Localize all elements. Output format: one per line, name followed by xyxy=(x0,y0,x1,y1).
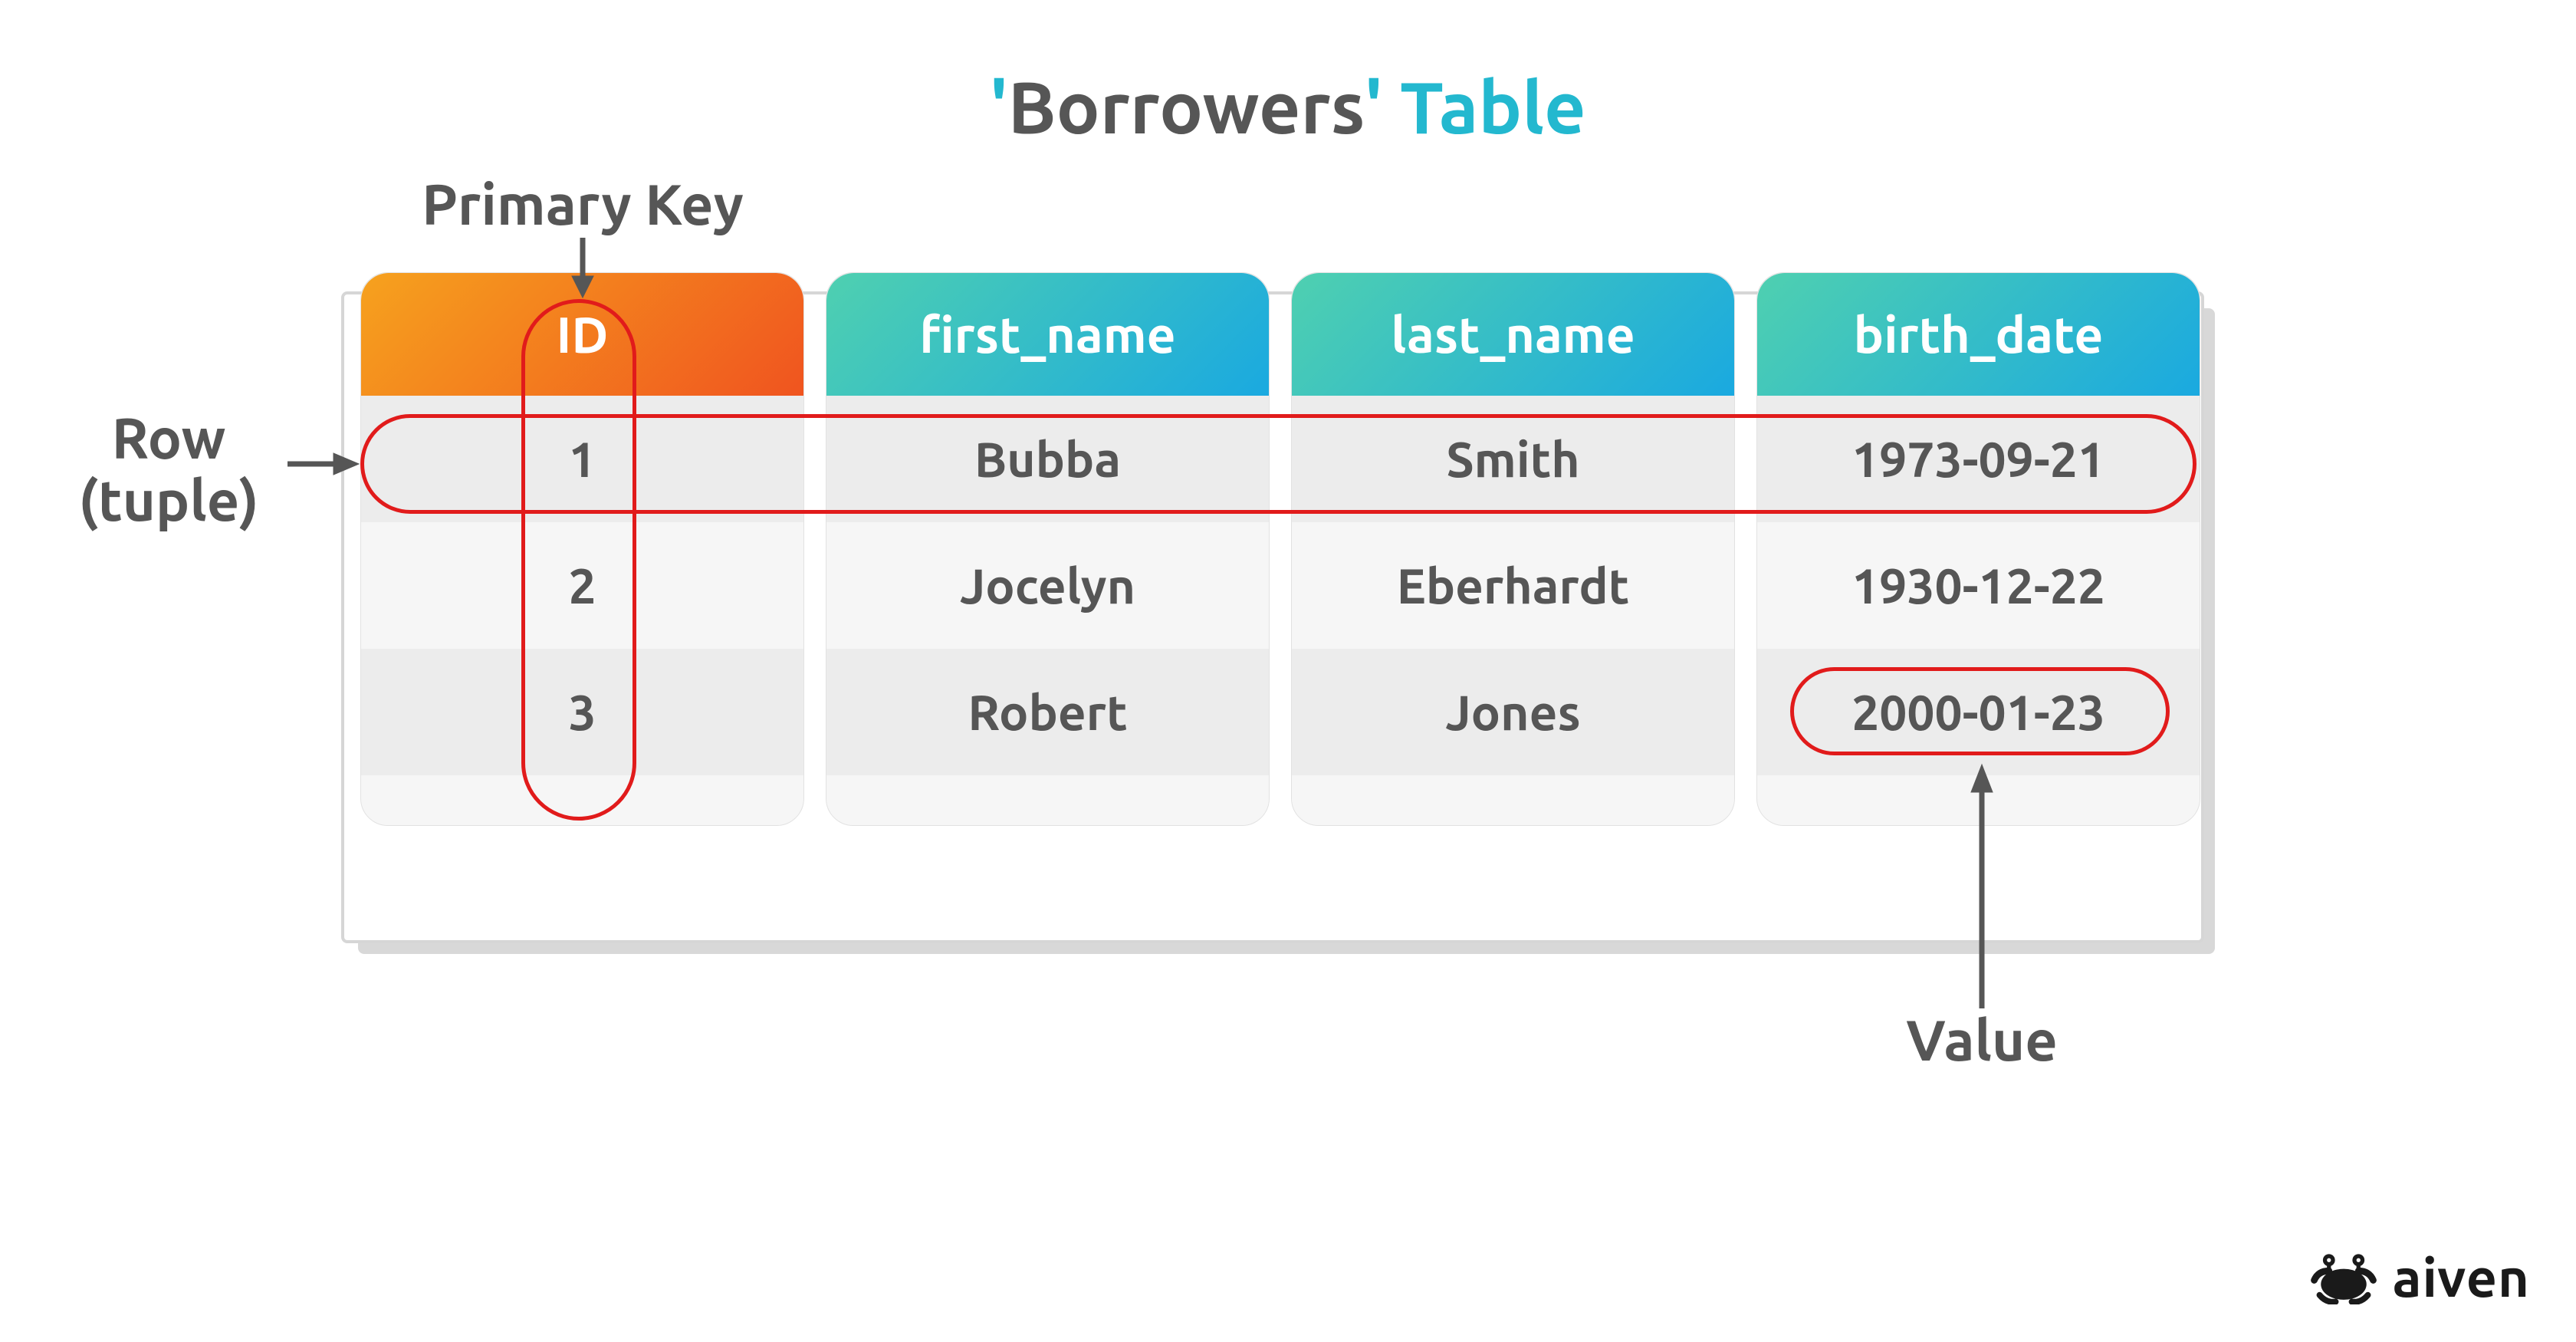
brand-logo: aiven xyxy=(2309,1248,2530,1307)
cell-bd-0: 1973-09-21 xyxy=(1757,396,2200,522)
column-header-birth-date: birth_date xyxy=(1757,273,2200,396)
cell-bd-1: 1930-12-22 xyxy=(1757,522,2200,649)
title-word: Table xyxy=(1400,65,1586,147)
brand-name: aiven xyxy=(2392,1248,2530,1307)
column-pad xyxy=(1292,775,1734,825)
column-pad xyxy=(826,775,1269,825)
cell-fn-2: Robert xyxy=(826,649,1269,775)
crab-icon xyxy=(2309,1251,2378,1304)
annotation-row-line1: Row xyxy=(112,406,226,469)
annotation-primary-key: Primary Key xyxy=(322,173,843,235)
column-first-name: first_name Bubba Jocelyn Robert xyxy=(826,272,1270,826)
cell-ln-2: Jones xyxy=(1292,649,1734,775)
title-quote-open: ' xyxy=(990,65,1007,147)
column-last-name: last_name Smith Eberhardt Jones xyxy=(1291,272,1735,826)
title-quote-close: ' xyxy=(1365,65,1382,147)
diagram-title: 'Borrowers' Table xyxy=(0,65,2576,147)
annotation-value: Value xyxy=(1855,1008,2108,1071)
cell-id-0: 1 xyxy=(361,396,803,522)
cell-ln-0: Smith xyxy=(1292,396,1734,522)
column-id: ID 1 2 3 xyxy=(360,272,804,826)
column-header-last-name: last_name xyxy=(1292,273,1734,396)
arrow-primary-key xyxy=(567,238,598,299)
cell-bd-2: 2000-01-23 xyxy=(1757,649,2200,775)
column-birth-date: birth_date 1973-09-21 1930-12-22 2000-01… xyxy=(1756,272,2200,826)
column-pad xyxy=(361,775,803,825)
annotation-row-line2: (tuple) xyxy=(78,468,259,531)
cell-id-2: 3 xyxy=(361,649,803,775)
cell-fn-0: Bubba xyxy=(826,396,1269,522)
arrow-value xyxy=(1967,763,1997,1008)
arrow-row xyxy=(288,449,360,479)
column-header-first-name: first_name xyxy=(826,273,1269,396)
title-name: Borrowers xyxy=(1008,65,1365,147)
annotation-row: Row (tuple) xyxy=(42,406,295,531)
borrowers-table: ID 1 2 3 first_name Bubba Jocelyn Robert… xyxy=(360,272,2200,826)
cell-id-1: 2 xyxy=(361,522,803,649)
cell-ln-1: Eberhardt xyxy=(1292,522,1734,649)
cell-fn-1: Jocelyn xyxy=(826,522,1269,649)
